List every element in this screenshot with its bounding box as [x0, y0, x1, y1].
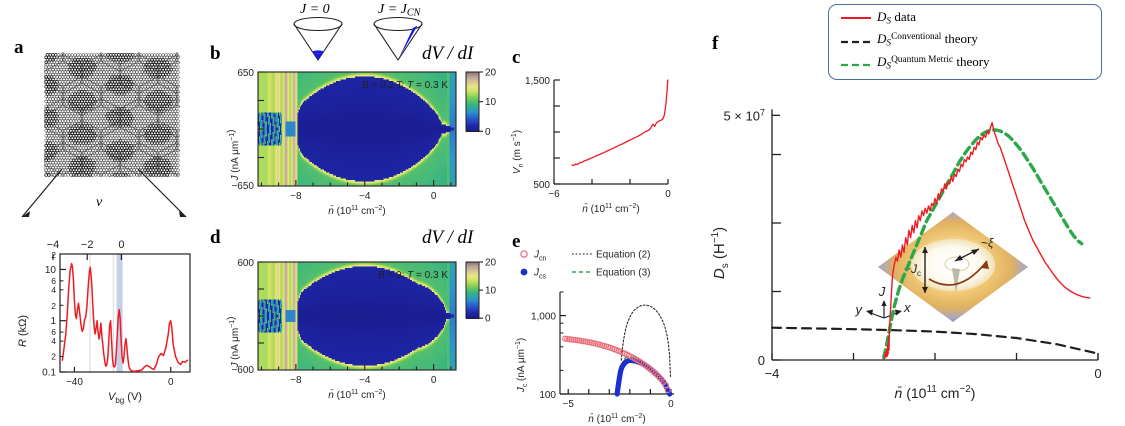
svg-text:6: 6: [51, 276, 56, 286]
panel-b-map-title: dV / dI: [422, 43, 473, 65]
svg-text:0: 0: [168, 377, 174, 388]
panel-letter-e: e: [512, 232, 520, 251]
panel-f-legend-lines: [841, 17, 871, 67]
svg-text:Vbg (V): Vbg (V): [108, 391, 142, 405]
panel-letter-a: a: [14, 38, 24, 57]
legend-item-ds-conventional: DSConventional theory: [877, 32, 978, 49]
svg-text:−4: −4: [47, 239, 60, 251]
svg-text:0: 0: [118, 239, 124, 251]
svg-text:4: 4: [51, 336, 56, 346]
svg-text:−40: −40: [66, 377, 83, 388]
panel-letter-c: c: [512, 48, 520, 67]
moire-superlattice-image: [44, 52, 180, 177]
leader-arrows: [21, 168, 187, 218]
svg-text:1: 1: [50, 316, 56, 327]
dirac-cone-icons: [293, 16, 423, 61]
svg-text:0.1: 0.1: [42, 368, 56, 379]
svg-text:−2: −2: [81, 239, 94, 251]
svg-text:6: 6: [51, 327, 56, 337]
panel-f-legend: DS data DSConventional theory DSQuantum …: [828, 4, 1102, 80]
svg-text:2: 2: [51, 250, 56, 260]
svg-text:2: 2: [51, 352, 56, 362]
cone-label-jcn: J = JCN: [378, 2, 420, 19]
svg-text:4: 4: [51, 285, 56, 295]
panel-letter-d: d: [210, 228, 221, 247]
svg-text:10: 10: [45, 265, 57, 276]
legend-item-ds-quantum-metric: DSQuantum Metric theory: [877, 55, 990, 72]
panel-letter-b: b: [210, 44, 221, 63]
legend-item-ds-data: DS data: [877, 9, 916, 27]
svg-text:2: 2: [51, 301, 56, 311]
svg-text:R (kΩ): R (kΩ): [17, 315, 29, 347]
panel-a-top-axis-label: ν: [96, 195, 102, 210]
panel-letter-f: f: [712, 34, 718, 53]
cone-label-j0: J = 0: [300, 2, 330, 17]
panel-d-map-title: dV / dI: [422, 227, 473, 249]
